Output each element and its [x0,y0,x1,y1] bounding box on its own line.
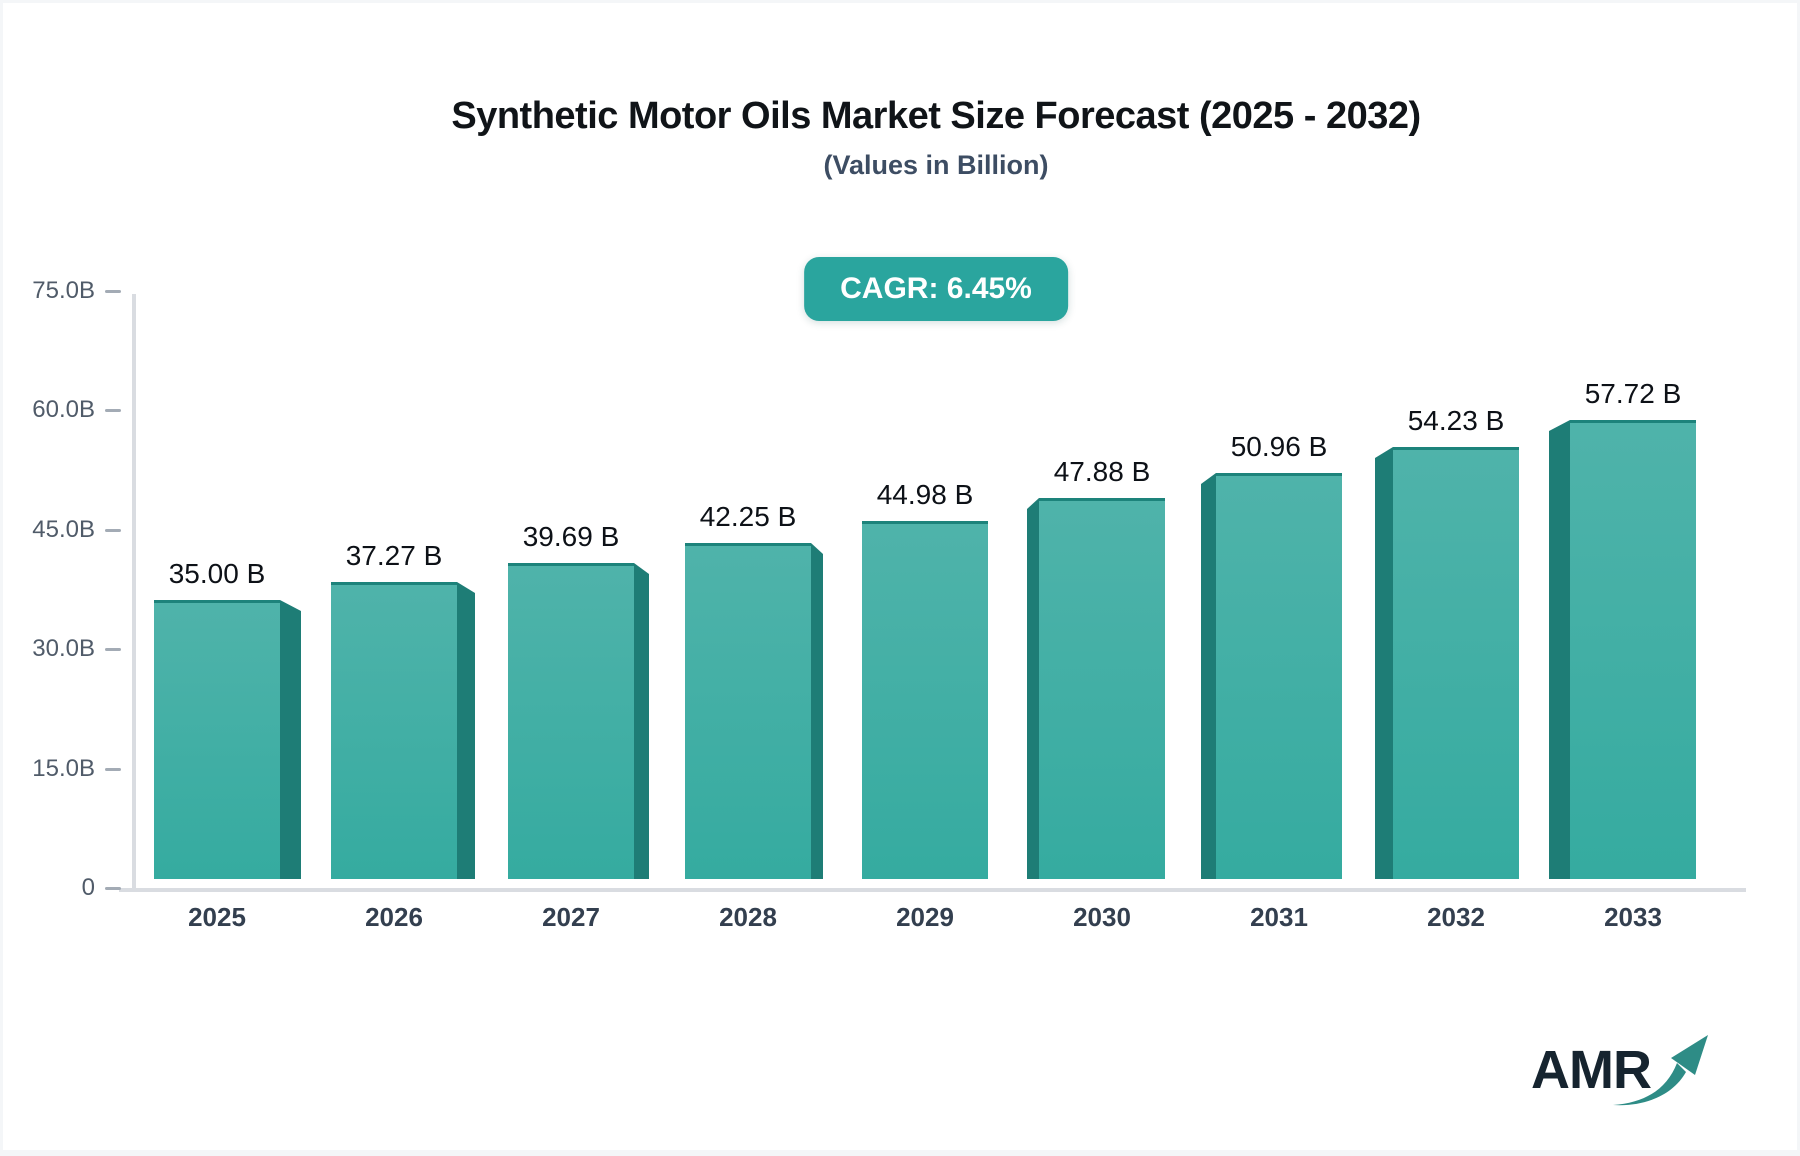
bar-2033[interactable]: 57.72 B [1549,378,1696,879]
y-tick-mark [105,290,121,293]
amr-logo-text: AMR [1531,1040,1652,1100]
bar-2028[interactable]: 42.25 B [685,501,823,879]
bar-3d-side [1027,498,1039,879]
bar-2031[interactable]: 50.96 B [1201,431,1342,879]
bar-face[interactable] [154,600,280,879]
y-tick-mark [105,529,121,532]
bar-value-label: 39.69 B [522,521,620,552]
x-axis-label-2031: 2031 [1250,902,1308,932]
bar-face[interactable] [1039,498,1165,879]
y-tick-label: 75.0B [32,277,95,304]
x-axis-label-2025: 2025 [188,902,246,932]
bar-value-label: 42.25 B [699,501,797,532]
bar-face[interactable] [508,563,634,879]
bar-2027[interactable]: 39.69 B [508,521,649,879]
bar-2030[interactable]: 47.88 B [1027,456,1165,879]
x-axis-label-2030: 2030 [1073,902,1131,932]
y-tick-mark [105,887,121,890]
y-tick-label: 60.0B [32,396,95,423]
x-axis-label-2028: 2028 [719,902,777,932]
bar-3d-side [811,543,823,879]
chart-subtitle: (Values in Billion) [823,150,1049,180]
bar-value-label: 57.72 B [1584,378,1682,409]
bar-value-label: 50.96 B [1230,431,1328,462]
bar-3d-side [1549,420,1570,879]
bar-value-label: 54.23 B [1407,405,1505,436]
bar-3d-side [280,600,301,879]
bar-face[interactable] [862,521,988,879]
cagr-badge: CAGR: 6.45% [804,257,1068,321]
bar-face[interactable] [1216,473,1342,879]
bar-3d-side [457,582,475,879]
bar-2026[interactable]: 37.27 B [331,540,475,879]
growth-arrow-icon [1613,1035,1708,1106]
bar-value-label: 37.27 B [345,540,443,571]
bar-2032[interactable]: 54.23 B [1375,405,1519,879]
bar-value-label: 47.88 B [1053,456,1151,487]
y-tick-label: 0 [81,874,95,901]
bar-face[interactable] [1570,420,1696,879]
y-axis-line [132,294,136,892]
y-tick-mark [105,648,121,651]
bar-3d-side [1201,473,1216,879]
bar-3d-side [1375,447,1393,879]
x-axis-label-2026: 2026 [365,902,423,932]
x-axis-label-2029: 2029 [896,902,954,932]
bar-face[interactable] [331,582,457,879]
amr-logo: AMR [1531,1033,1721,1123]
bar-value-label: 44.98 B [876,479,974,510]
chart-canvas: Synthetic Motor Oils Market Size Forecas… [3,3,1797,1150]
x-axis-label-2033: 2033 [1604,902,1662,932]
bar-2025[interactable]: 35.00 B [154,558,301,879]
y-tick-mark [105,768,121,771]
x-axis-label-2027: 2027 [542,902,600,932]
x-axis-label-2032: 2032 [1427,902,1485,932]
y-tick-label: 30.0B [32,635,95,662]
x-axis-line [119,888,1746,892]
bar-face[interactable] [1393,447,1519,879]
y-tick-label: 15.0B [32,755,95,782]
bar-value-label: 35.00 B [168,558,266,589]
bar-3d-side [634,563,649,879]
y-tick-mark [105,409,121,412]
bar-2029[interactable]: 44.98 B [862,479,988,879]
chart-title: Synthetic Motor Oils Market Size Forecas… [451,95,1421,137]
y-tick-label: 45.0B [32,516,95,543]
bar-face[interactable] [685,543,811,879]
